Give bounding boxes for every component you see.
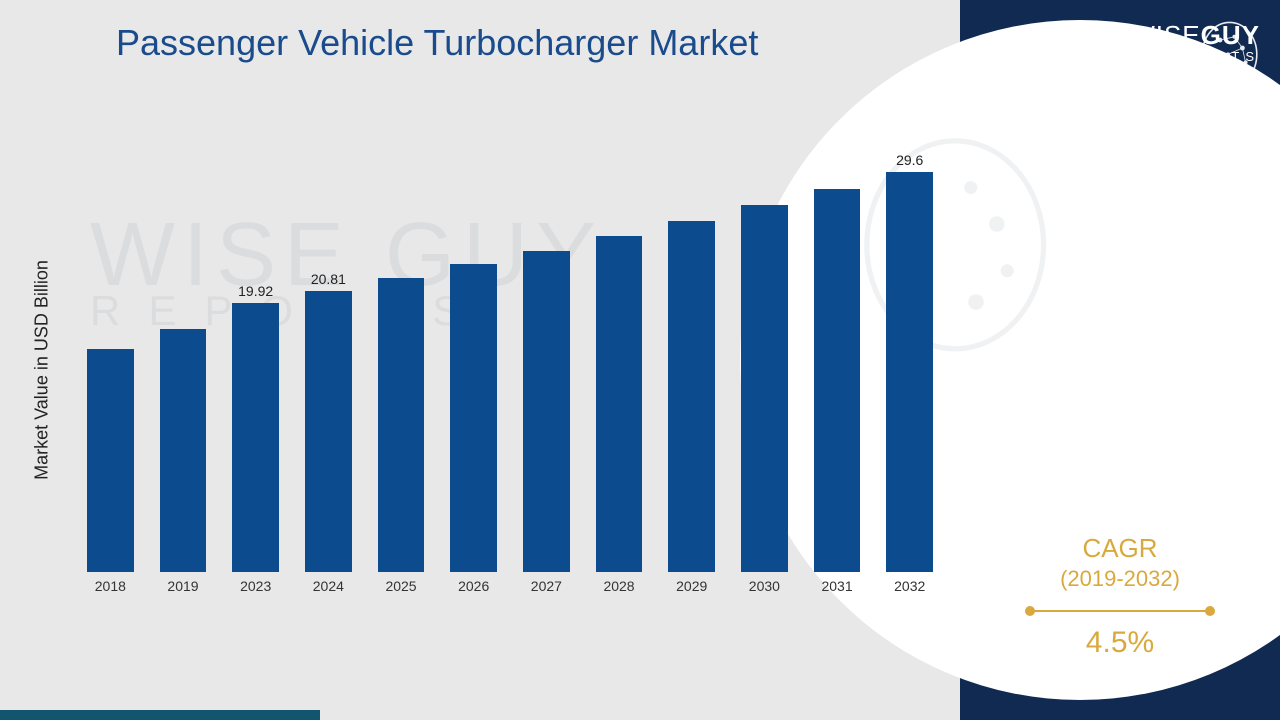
bar-col bbox=[155, 140, 212, 572]
x-tick: 2029 bbox=[663, 572, 720, 600]
x-tick: 2031 bbox=[809, 572, 866, 600]
x-tick: 2026 bbox=[445, 572, 502, 600]
chart-title: Passenger Vehicle Turbocharger Market bbox=[116, 22, 758, 63]
bar-col bbox=[518, 140, 575, 572]
brand-logo: WISEGUY REPORTS bbox=[1130, 20, 1260, 64]
bar-col bbox=[373, 140, 430, 572]
chart-area: Market Value in USD Billion 19.9220.8129… bbox=[42, 140, 942, 600]
bar-col bbox=[663, 140, 720, 572]
bar bbox=[523, 251, 569, 572]
bar: 29.6 bbox=[886, 172, 932, 572]
x-tick: 2027 bbox=[518, 572, 575, 600]
bar bbox=[814, 189, 860, 572]
bar-col: 20.81 bbox=[300, 140, 357, 572]
bar bbox=[741, 205, 787, 572]
cagr-period: (2019-2032) bbox=[988, 566, 1252, 592]
bar: 20.81 bbox=[305, 291, 351, 572]
cagr-title: CAGR bbox=[988, 533, 1252, 564]
bar-col bbox=[591, 140, 648, 572]
bar-value-label: 29.6 bbox=[896, 152, 923, 168]
cagr-block: CAGR (2019-2032) 4.5% bbox=[988, 533, 1252, 660]
head-icon bbox=[1188, 16, 1268, 96]
x-tick: 2018 bbox=[82, 572, 139, 600]
x-tick: 2030 bbox=[736, 572, 793, 600]
x-tick: 2032 bbox=[881, 572, 938, 600]
cagr-value: 4.5% bbox=[988, 626, 1252, 660]
bar bbox=[160, 329, 206, 572]
bar bbox=[450, 264, 496, 572]
bar bbox=[87, 349, 133, 572]
bottom-accent-bar bbox=[0, 710, 320, 720]
bar-col bbox=[736, 140, 793, 572]
bar-value-label: 19.92 bbox=[238, 283, 273, 299]
bar bbox=[596, 236, 642, 572]
bar-value-label: 20.81 bbox=[311, 271, 346, 287]
x-tick: 2019 bbox=[155, 572, 212, 600]
bar bbox=[378, 278, 424, 572]
x-tick: 2023 bbox=[227, 572, 284, 600]
bar bbox=[668, 221, 714, 572]
cagr-divider bbox=[1030, 610, 1210, 612]
x-tick: 2024 bbox=[300, 572, 357, 600]
bar-col: 19.92 bbox=[227, 140, 284, 572]
bar-col bbox=[445, 140, 502, 572]
x-tick: 2028 bbox=[591, 572, 648, 600]
bar: 19.92 bbox=[232, 303, 278, 572]
bar-col: 29.6 bbox=[881, 140, 938, 572]
x-tick: 2025 bbox=[373, 572, 430, 600]
bar-plot: 19.92 20.81 29.6 bbox=[78, 140, 942, 572]
x-axis: 2018 2019 2023 2024 2025 2026 2027 2028 2029 2030… bbox=[78, 572, 942, 600]
bar-col bbox=[809, 140, 866, 572]
bar-col bbox=[82, 140, 139, 572]
